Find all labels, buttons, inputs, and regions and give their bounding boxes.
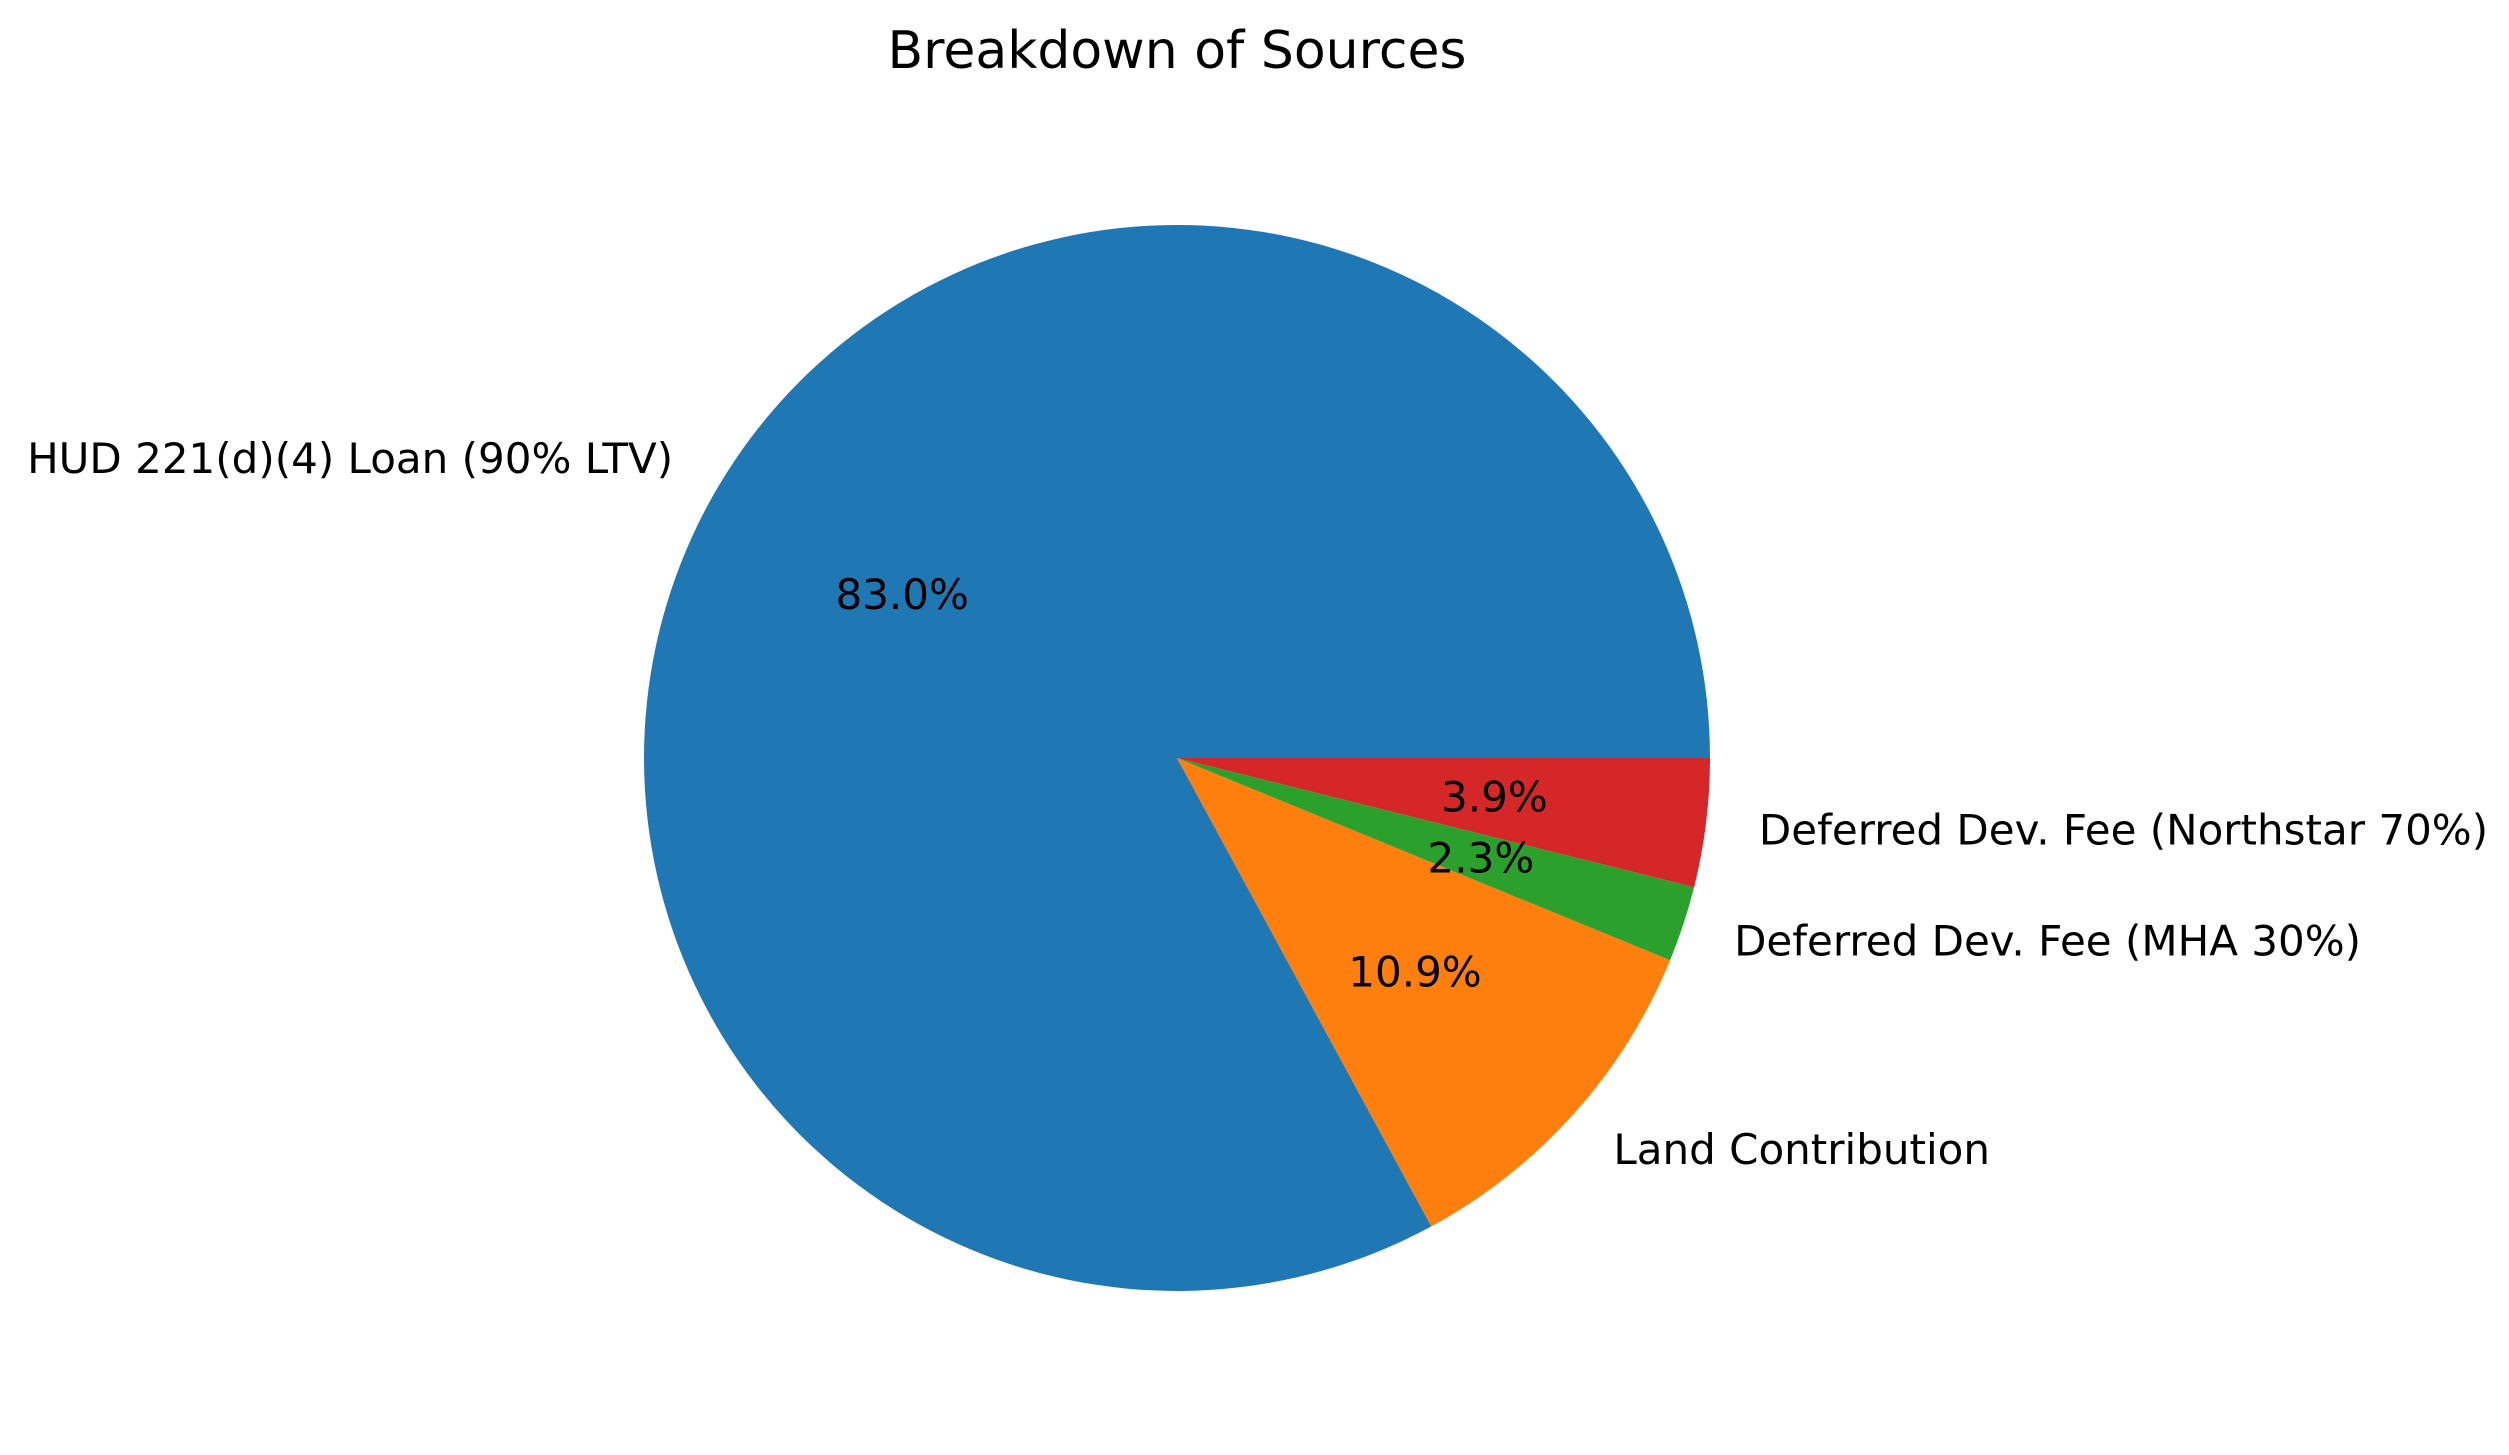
pie-slice-2 (1177, 758, 1695, 961)
slice-label-2: Deferred Dev. Fee (MHA 30%) (1734, 917, 2361, 966)
slice-label-0: HUD 221(d)(4) Loan (90% LTV) (27, 434, 673, 483)
slice-pct-2: 2.3% (1428, 833, 1535, 882)
pie-slice-3 (1177, 758, 1710, 888)
pie-slice-1 (1177, 758, 1671, 1227)
slice-pct-3: 3.9% (1441, 773, 1548, 822)
pie-slices (643, 224, 1711, 1291)
pie-labels: HUD 221(d)(4) Loan (90% LTV) 83.0% Land Co… (27, 434, 2488, 1174)
slice-pct-1: 10.9% (1348, 947, 1481, 996)
chart-title: Breakdown of Sources (887, 21, 1466, 81)
slice-label-1: Land Contribution (1613, 1125, 1990, 1174)
slice-pct-0: 83.0% (835, 570, 968, 619)
slice-label-3: Deferred Dev. Fee (Northstar 70%) (1759, 805, 2488, 854)
pie-slice-0 (643, 224, 1711, 1291)
